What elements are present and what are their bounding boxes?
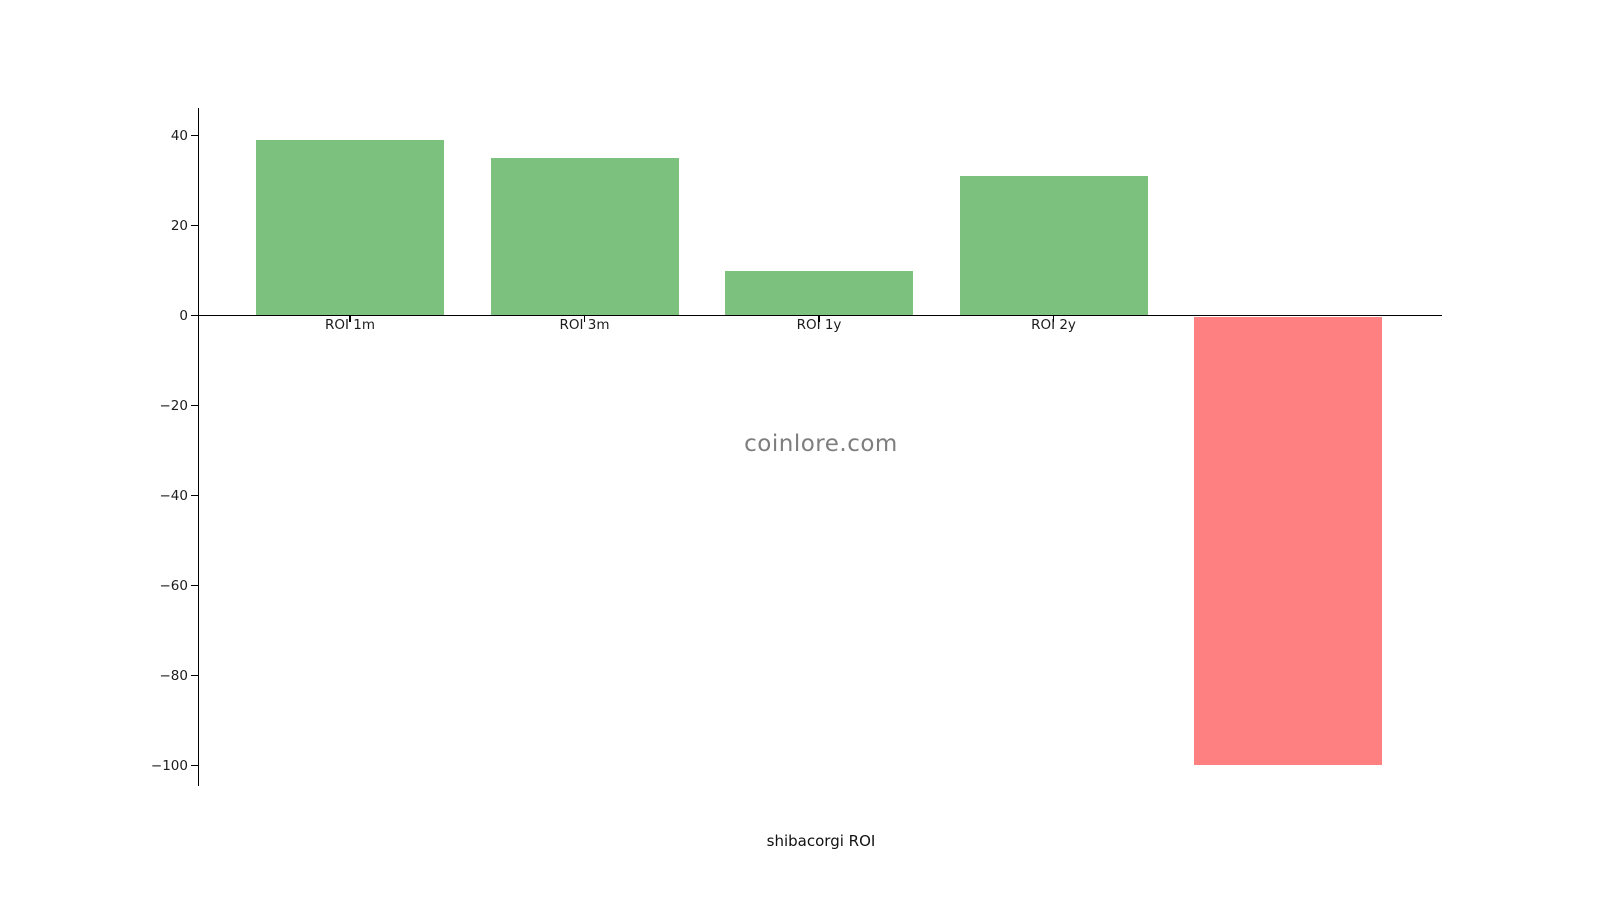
y-axis-spine — [197, 108, 199, 786]
x-tick-label: ROI 2y — [1031, 317, 1076, 333]
bar-roi-1y — [725, 270, 913, 316]
y-tick-mark — [190, 224, 198, 227]
x-tick-mark — [349, 315, 351, 322]
x-tick-label: ROI 3m — [559, 317, 610, 333]
bar-roi-2y — [959, 176, 1148, 316]
bar-roi-3m — [490, 158, 679, 316]
x-axis-line — [197, 314, 1442, 317]
x-tick-mark — [818, 315, 820, 322]
y-tick-mark — [190, 584, 198, 587]
y-tick-label: −100 — [150, 757, 188, 774]
x-tick-mark — [1052, 315, 1055, 322]
y-tick-label: 0 — [179, 307, 188, 324]
y-tick-mark — [190, 494, 198, 497]
y-tick-mark — [190, 674, 198, 677]
watermark-text: coinlore.com — [744, 431, 898, 457]
y-tick-mark — [190, 404, 198, 407]
x-tick-label: ROI 1m — [324, 317, 376, 333]
y-tick-mark — [190, 134, 198, 137]
y-tick-label: −60 — [159, 577, 189, 594]
y-tick-label: 40 — [170, 127, 188, 144]
y-tick-label: 20 — [170, 217, 188, 234]
y-tick-mark — [190, 314, 198, 317]
y-tick-label: −40 — [159, 487, 189, 504]
y-tick-label: −20 — [159, 397, 189, 414]
x-tick-label: ROI 1y — [796, 317, 842, 333]
x-axis-title: shibacorgi ROI — [766, 832, 876, 850]
bar-roi-1m — [256, 140, 444, 316]
y-tick-label: −80 — [159, 667, 189, 684]
x-tick-mark — [583, 315, 586, 322]
bar-negative-roi — [1194, 316, 1382, 766]
y-tick-mark — [190, 764, 198, 767]
